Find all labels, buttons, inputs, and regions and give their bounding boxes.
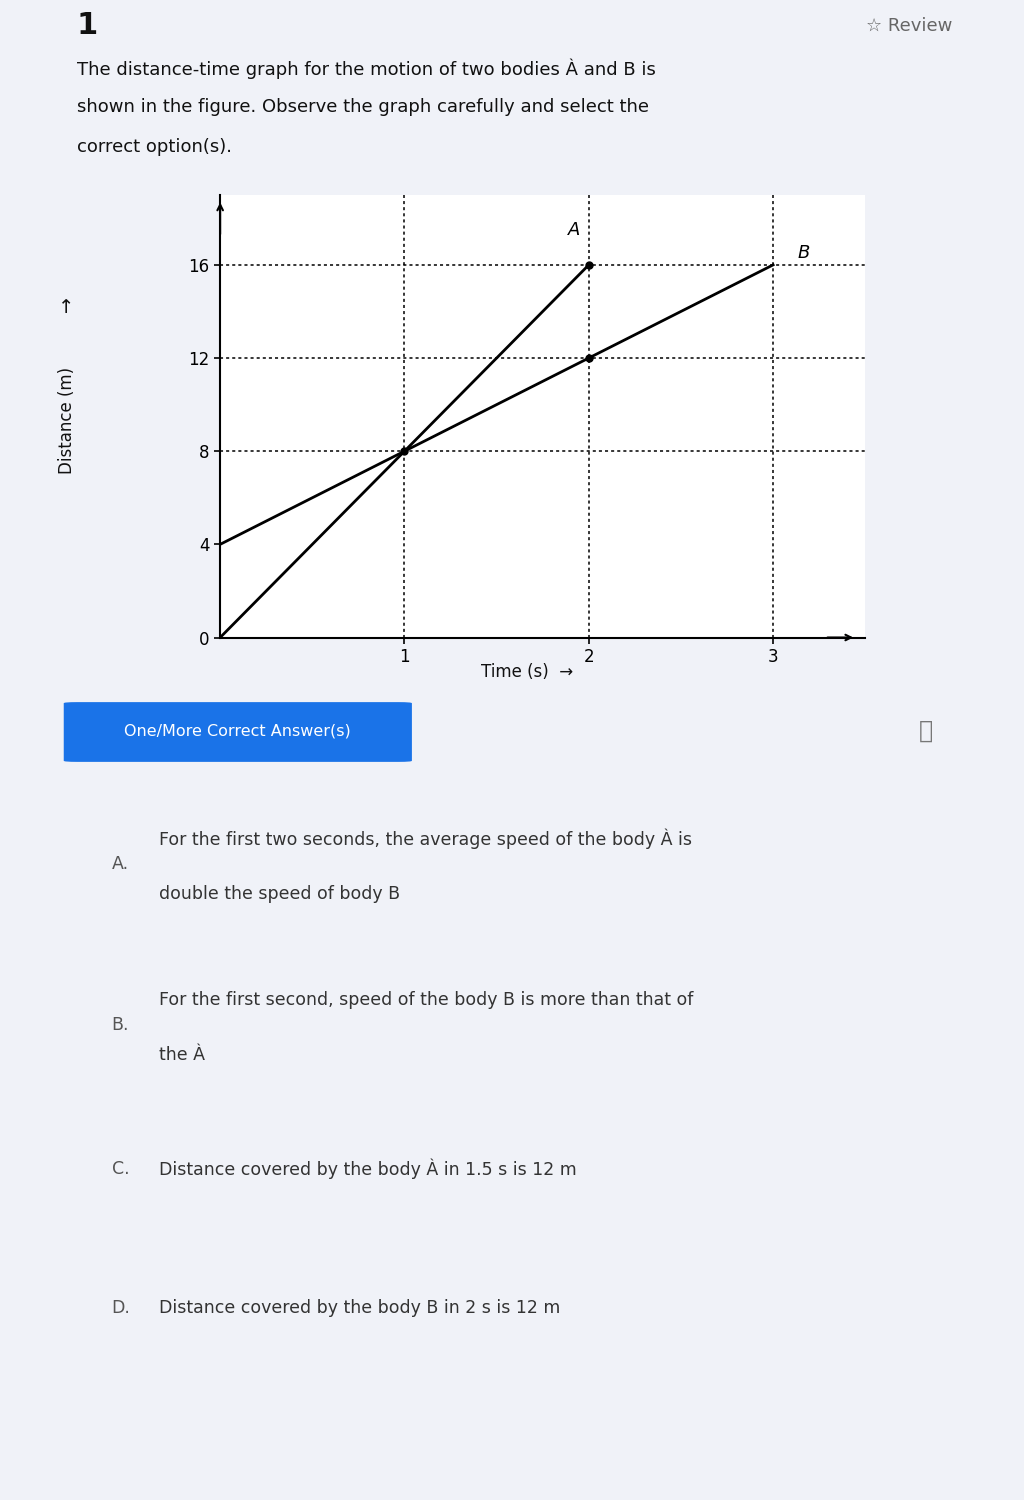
Text: double the speed of body B: double the speed of body B bbox=[160, 885, 400, 903]
Text: Distance (m): Distance (m) bbox=[57, 366, 76, 474]
Text: A.: A. bbox=[112, 855, 129, 873]
FancyBboxPatch shape bbox=[63, 702, 412, 762]
Text: ☆ Review: ☆ Review bbox=[866, 16, 952, 34]
Text: D.: D. bbox=[112, 1299, 130, 1317]
Text: correct option(s).: correct option(s). bbox=[77, 138, 231, 156]
Text: Distance covered by the body B in 2 s is 12 m: Distance covered by the body B in 2 s is… bbox=[160, 1299, 561, 1317]
Text: the À: the À bbox=[160, 1046, 206, 1064]
Text: 1: 1 bbox=[77, 10, 98, 40]
Text: $A$: $A$ bbox=[567, 220, 581, 238]
Text: The distance-time graph for the motion of two bodies À and B is: The distance-time graph for the motion o… bbox=[77, 58, 655, 80]
Text: C.: C. bbox=[112, 1160, 129, 1178]
Text: Distance covered by the body À in 1.5 s is 12 m: Distance covered by the body À in 1.5 s … bbox=[160, 1158, 578, 1179]
Text: B.: B. bbox=[112, 1016, 129, 1034]
Text: ⓘ: ⓘ bbox=[919, 718, 933, 742]
Text: $B$: $B$ bbox=[797, 244, 810, 262]
Text: ↑: ↑ bbox=[58, 298, 75, 316]
Text: One/More Correct Answer(s): One/More Correct Answer(s) bbox=[125, 723, 351, 738]
Text: Time (s)  →: Time (s) → bbox=[481, 663, 573, 681]
Text: For the first two seconds, the average speed of the body À is: For the first two seconds, the average s… bbox=[160, 830, 692, 849]
Text: shown in the figure. Observe the graph carefully and select the: shown in the figure. Observe the graph c… bbox=[77, 99, 649, 117]
Text: For the first second, speed of the body B is more than that of: For the first second, speed of the body … bbox=[160, 990, 694, 1008]
